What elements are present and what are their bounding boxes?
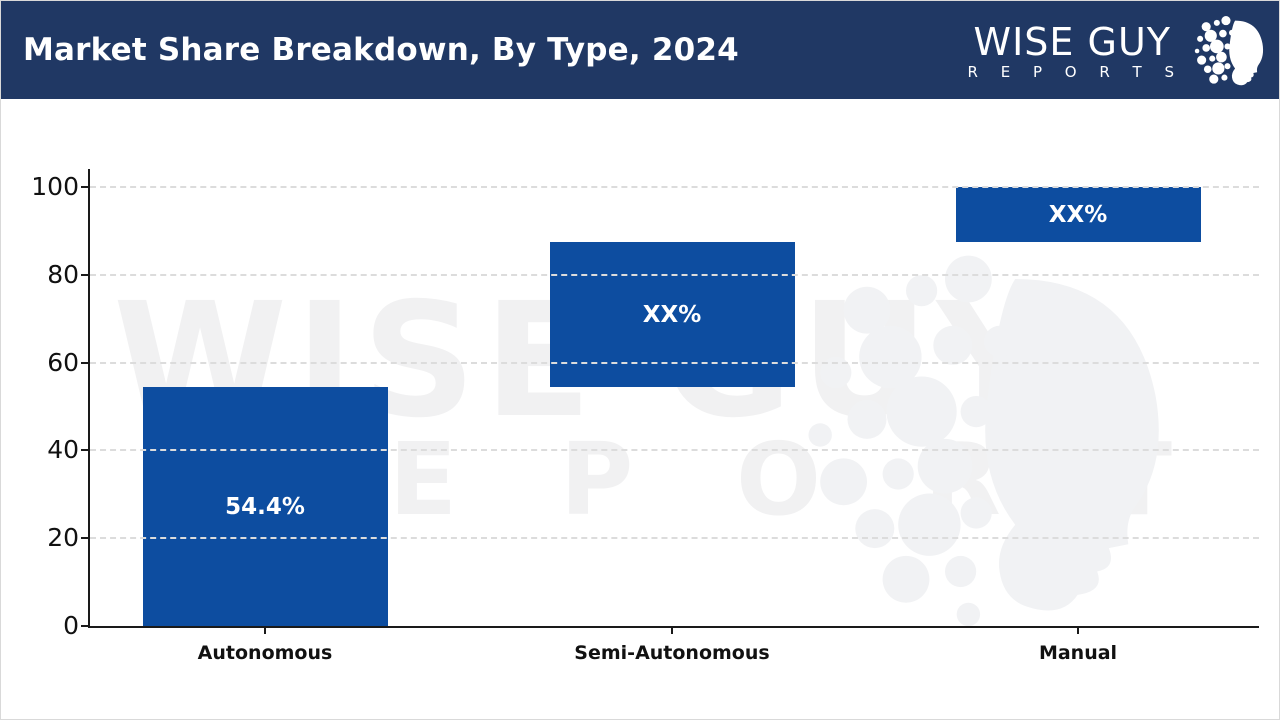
yaxis-tick-label: 20 (47, 523, 79, 553)
gridline-60 (90, 361, 1259, 364)
header-bar: Market Share Breakdown, By Type, 2024 WI… (1, 1, 1279, 99)
yaxis-tick (81, 625, 89, 627)
gridline-40 (90, 449, 1259, 452)
xaxis-spine (88, 626, 1259, 628)
gridline-20 (90, 537, 1259, 540)
xaxis-label-semi-autonomous: Semi-Autonomous (574, 642, 770, 664)
yaxis-tick (81, 273, 89, 276)
gridline-80 (90, 273, 1259, 276)
xaxis-label-autonomous: Autonomous (197, 642, 333, 664)
yaxis-tick-label: 80 (47, 259, 79, 289)
page-title: Market Share Breakdown, By Type, 2024 (23, 32, 739, 68)
bar-manual: XX% (955, 187, 1201, 243)
brand-subtitle: R E P O R T S (967, 62, 1183, 81)
yaxis-tick-label: 40 (47, 435, 79, 465)
bar-semi-autonomous: XX% (549, 242, 795, 388)
brand-logo: WISE GUY R E P O R T S (962, 7, 1267, 95)
bar-value-label: XX% (1048, 201, 1108, 228)
yaxis-tick (81, 537, 89, 540)
yaxis-spine (88, 169, 90, 628)
brand-name: WISE GUY (973, 19, 1171, 64)
xaxis-label-manual: Manual (1038, 642, 1118, 664)
yaxis-tick-label: 100 (31, 172, 79, 201)
yaxis-tick (81, 361, 89, 364)
bar-value-label: 54.4% (225, 493, 305, 520)
xaxis-tick (671, 626, 673, 634)
yaxis-tick (81, 186, 89, 188)
xaxis-tick (1077, 626, 1079, 634)
brand-logo-text: WISE GUY R E P O R T S (962, 23, 1183, 80)
yaxis-tick (81, 449, 89, 452)
bar-autonomous: 54.4% (142, 387, 388, 626)
gridline-100 (90, 186, 1259, 188)
xaxis-tick (264, 626, 266, 634)
yaxis-tick-label: 60 (47, 347, 79, 377)
head-dots-logo-icon (1194, 16, 1264, 86)
bar-value-label: XX% (642, 301, 702, 328)
head-dots-watermark-icon (808, 255, 1159, 627)
yaxis-tick-label: 0 (63, 611, 79, 640)
